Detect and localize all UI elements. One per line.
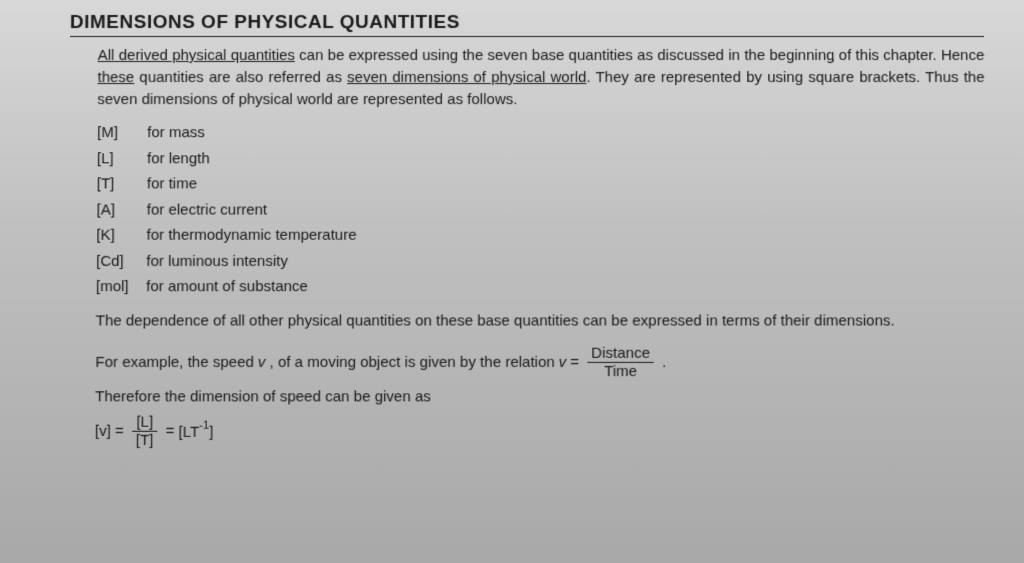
dim-symbol: [mol] — [96, 274, 146, 300]
fraction-numerator: [L] — [132, 414, 157, 432]
list-item: [mol] for amount of substance — [96, 274, 986, 300]
list-item: [T] for time — [97, 172, 986, 198]
therefore-line: Therefore the dimension of speed can be … — [67, 386, 987, 408]
rhs-close: ] — [209, 424, 213, 441]
dim-symbol: [Cd] — [96, 249, 146, 275]
dim-label: for time — [147, 172, 197, 198]
fraction: [L] [T] — [132, 414, 158, 449]
example-var: v — [258, 353, 266, 370]
example-tail: . — [662, 353, 666, 370]
example-lhs: v — [559, 353, 567, 370]
dim-symbol: [A] — [96, 197, 146, 223]
list-item: [K] for thermodynamic temperature — [96, 223, 986, 249]
list-item: [A] for electric current — [96, 197, 985, 223]
intro-paragraph: All derived physical quantities can be e… — [69, 45, 985, 110]
dim-label: for mass — [147, 120, 205, 146]
list-item: [Cd] for luminous intensity — [96, 249, 986, 275]
fraction-denominator: [T] — [132, 432, 158, 449]
rhs-open: [LT — [178, 424, 199, 441]
dim-symbol: [T] — [97, 172, 147, 198]
dim-label: for length — [147, 146, 210, 172]
dimension-list: [M] for mass [L] for length [T] for time… — [68, 120, 987, 300]
eq-lhs: [v] = — [95, 423, 124, 440]
list-item: [M] for mass — [97, 120, 985, 146]
dim-label: for amount of substance — [146, 274, 308, 300]
intro-underline-1: All derived physical quantities — [98, 47, 295, 64]
dim-label: for electric current — [147, 197, 268, 223]
dim-symbol: [L] — [97, 146, 147, 172]
dependence-paragraph: The dependence of all other physical qua… — [67, 310, 986, 332]
dim-symbol: [K] — [96, 223, 146, 249]
intro-text-1: can be expressed using the seven base qu… — [295, 47, 985, 64]
fraction-numerator: Distance — [587, 344, 654, 362]
eq-rhs: [LT-1] — [178, 422, 213, 441]
dim-label: for thermodynamic temperature — [146, 223, 356, 249]
dim-label: for luminous intensity — [146, 249, 288, 275]
dimension-equation: [v] = [L] [T] = [LT-1] — [67, 414, 988, 449]
intro-underline-3: seven dimensions of physical world — [347, 69, 586, 86]
intro-underline-2: these — [97, 69, 134, 86]
fraction: Distance Time — [587, 344, 654, 379]
example-eq: = — [570, 353, 579, 370]
intro-text-2: quantities are also referred as — [134, 69, 347, 86]
fraction-denominator: Time — [600, 362, 641, 379]
eq-equals: = — [166, 423, 175, 440]
list-item: [L] for length — [97, 146, 985, 172]
example-mid: , of a moving object is given by the rel… — [269, 353, 554, 370]
rhs-exponent: -1 — [199, 420, 209, 432]
example-lead: For example, the speed — [95, 353, 254, 370]
example-line: For example, the speed v , of a moving o… — [67, 344, 987, 379]
section-title: DIMENSIONS OF PHYSICAL QUANTITIES — [70, 12, 984, 37]
dim-symbol: [M] — [97, 120, 147, 146]
